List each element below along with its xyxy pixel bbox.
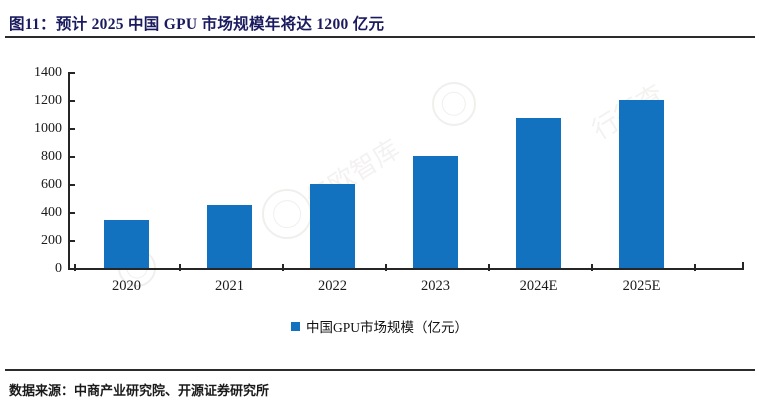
x-axis-tick bbox=[385, 264, 387, 271]
x-tick-label-2023: 2023 bbox=[421, 278, 450, 294]
legend-label: 中国GPU市场规模（亿元） bbox=[305, 320, 468, 335]
bar-2024E[interactable] bbox=[516, 118, 561, 268]
y-tick-label: 1200 bbox=[34, 93, 62, 108]
y-axis-tick bbox=[68, 100, 75, 102]
y-axis-line bbox=[68, 72, 70, 269]
x-tick-label-2020: 2020 bbox=[112, 278, 141, 294]
y-tick-label: 1400 bbox=[34, 65, 62, 80]
x-axis-tick bbox=[179, 264, 181, 271]
x-axis-tick bbox=[282, 264, 284, 271]
y-axis-labels: 1400 1200 1000 800 600 400 200 0 bbox=[0, 44, 62, 304]
x-axis-tick bbox=[591, 264, 593, 271]
bar-2021[interactable] bbox=[207, 205, 252, 268]
x-tick-label-2025E: 2025E bbox=[622, 278, 661, 294]
x-axis-tick bbox=[74, 264, 76, 271]
x-axis-end-cap bbox=[742, 262, 744, 270]
watermark-ring bbox=[432, 82, 476, 126]
x-axis-tick bbox=[694, 264, 696, 271]
y-tick-label: 800 bbox=[41, 149, 62, 164]
x-tick-label-2022: 2022 bbox=[318, 278, 347, 294]
bar-2020[interactable] bbox=[104, 219, 149, 268]
y-tick-label: 200 bbox=[41, 233, 62, 248]
legend-square-marker bbox=[290, 321, 300, 331]
y-axis-tick bbox=[68, 156, 75, 158]
y-axis-tick bbox=[68, 240, 75, 242]
page-title: 图11：预计 2025 中国 GPU 市场规模年将达 1200 亿元 bbox=[9, 16, 385, 33]
y-tick-label: 1000 bbox=[34, 121, 62, 136]
x-tick-label-2024E: 2024E bbox=[519, 278, 558, 294]
bar-2025E[interactable] bbox=[619, 100, 664, 268]
watermark-ring bbox=[262, 189, 312, 239]
source-divider bbox=[5, 369, 755, 371]
chart-legend: 中国GPU市场规模（亿元） bbox=[0, 316, 759, 336]
source-note: 数据来源：中商产业研究院、开源证券研究所 bbox=[9, 383, 270, 398]
bar-2023[interactable] bbox=[413, 156, 458, 268]
y-axis-tick bbox=[68, 212, 75, 214]
bar-2022[interactable] bbox=[310, 184, 355, 268]
y-axis-top-cap bbox=[68, 72, 75, 74]
x-axis-tick bbox=[488, 264, 490, 271]
y-tick-label: 400 bbox=[41, 205, 62, 220]
chart-container: 亿欧智库 行行查 1400 1200 1000 800 600 400 200 … bbox=[0, 44, 759, 354]
y-tick-label: 600 bbox=[41, 177, 62, 192]
title-divider bbox=[5, 36, 755, 38]
x-tick-label-2021: 2021 bbox=[215, 278, 244, 294]
y-axis-tick bbox=[68, 128, 75, 130]
x-axis-line bbox=[68, 268, 744, 270]
y-axis-tick bbox=[68, 184, 75, 186]
y-tick-label: 0 bbox=[55, 261, 62, 276]
